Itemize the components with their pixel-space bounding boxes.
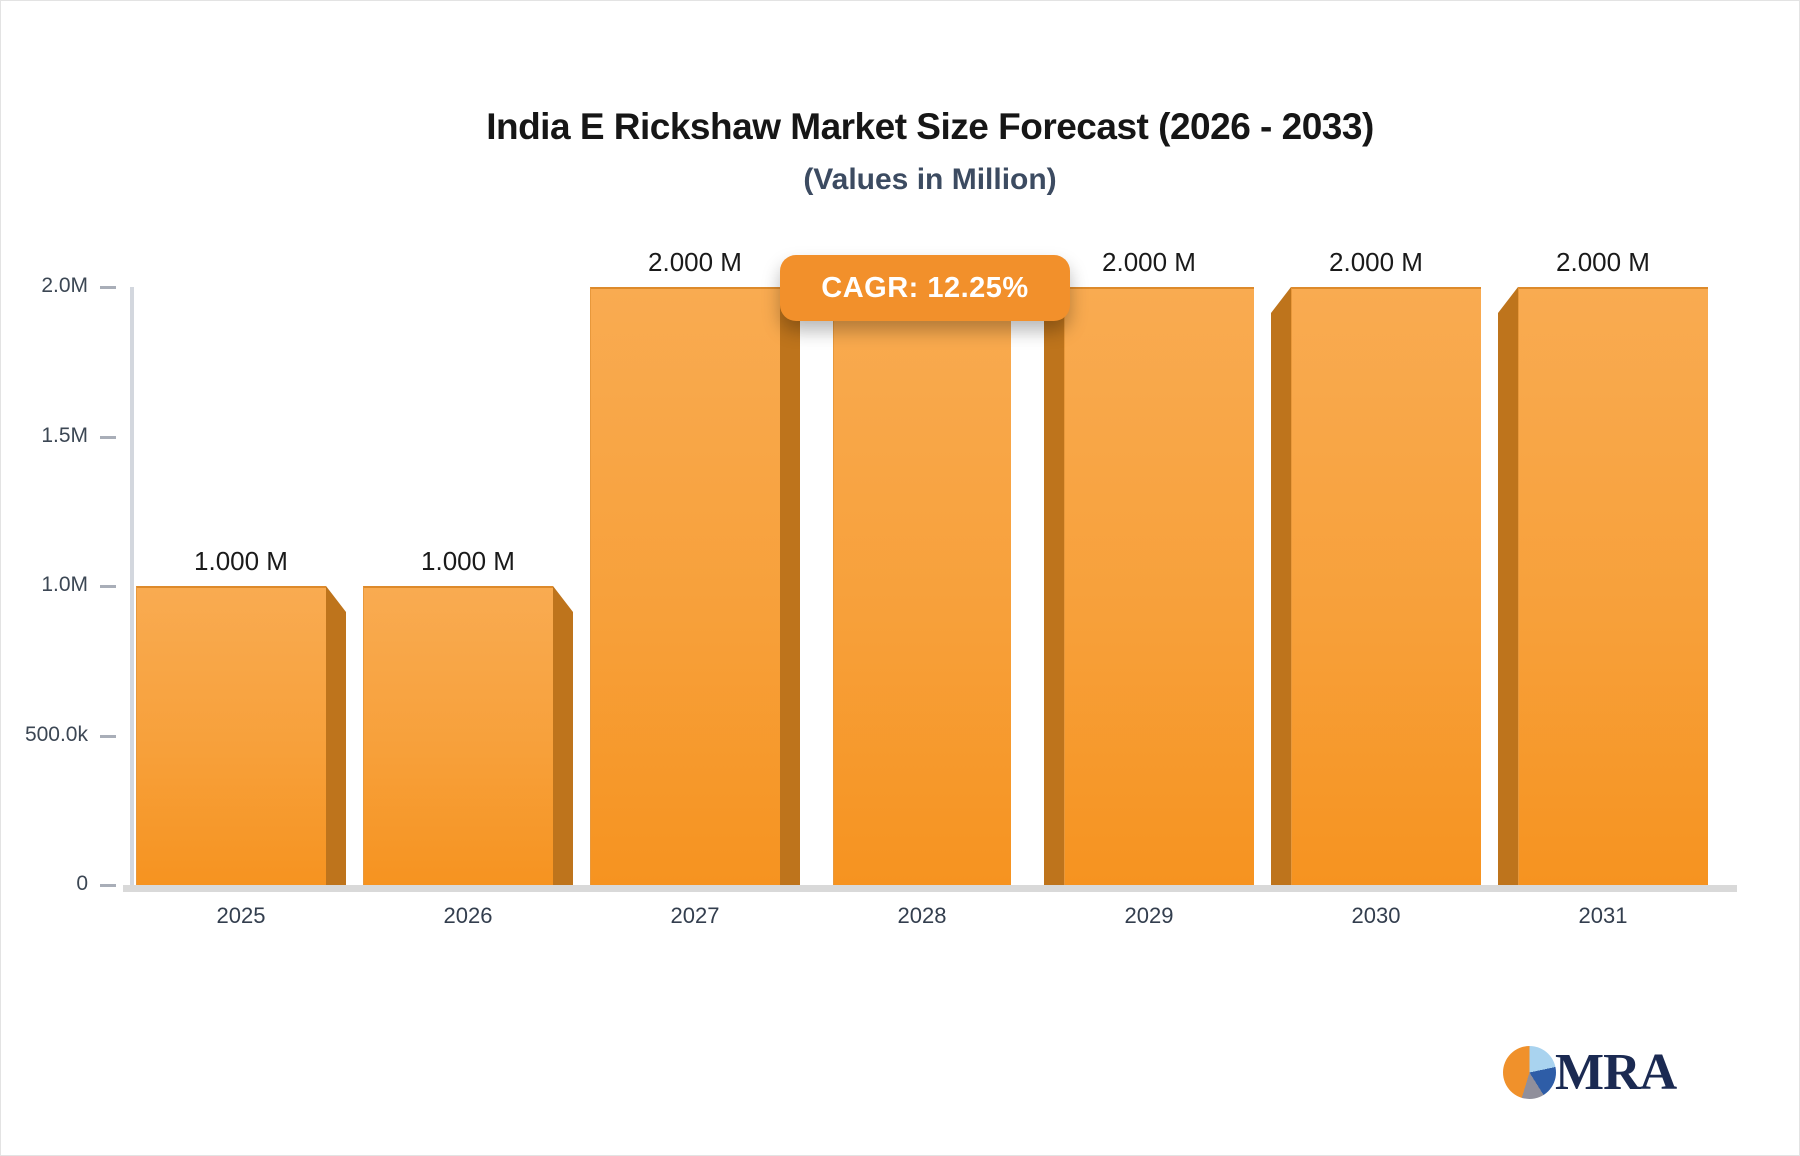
y-axis <box>130 287 134 885</box>
pie-chart-logo-icon <box>1503 1045 1556 1099</box>
y-tick <box>100 884 116 887</box>
bar-3d-side <box>780 287 800 885</box>
x-axis-label: 2030 <box>1351 903 1401 928</box>
logo-text: MRA <box>1555 1043 1677 1101</box>
bar-face <box>363 586 553 885</box>
chart-subtitle: (Values in Million) <box>803 163 1057 196</box>
y-tick-label: 1.5M <box>41 423 88 447</box>
y-tick-label: 0 <box>76 872 88 895</box>
bar-3d-side <box>553 586 573 885</box>
x-axis-label: 2027 <box>670 903 720 928</box>
bar-3d-side <box>1498 287 1518 885</box>
bar-2031: 2.000 M <box>1498 247 1708 885</box>
bar-2027: 2.000 M <box>590 247 800 885</box>
bar-3d-side <box>326 586 346 885</box>
bar-3d-side <box>1271 287 1291 885</box>
bar-value-label: 1.000 M <box>421 546 515 576</box>
bar-value-label: 2.000 M <box>1329 247 1423 277</box>
bar-face <box>590 287 780 885</box>
bar-2025: 1.000 M <box>136 546 346 885</box>
y-tick <box>100 585 116 588</box>
bar-2028 <box>817 287 1027 885</box>
bar-3d-side <box>1044 287 1064 885</box>
bar-value-label: 2.000 M <box>1102 247 1196 277</box>
cagr-badge: CAGR: 12.25% <box>780 255 1070 321</box>
bar-face <box>833 287 1011 885</box>
bar-value-label: 1.000 M <box>194 546 288 576</box>
bar-face <box>1064 287 1254 885</box>
chart-title: India E Rickshaw Market Size Forecast (2… <box>486 106 1374 147</box>
x-axis-label: 2028 <box>897 903 947 928</box>
y-tick-label: 2.0M <box>41 274 88 297</box>
x-axis-baseline <box>123 885 1737 892</box>
x-axis-label: 2025 <box>216 903 266 928</box>
mra-logo: MRA <box>1503 1043 1677 1101</box>
y-tick <box>100 286 116 289</box>
y-tick <box>100 734 116 738</box>
bar-2026: 1.000 M <box>363 546 573 885</box>
bar-face <box>1518 287 1708 885</box>
bar-2029: 2.000 M <box>1044 247 1254 885</box>
y-tick-label: 500.0k <box>24 722 88 746</box>
y-tick-label: 1.0M <box>41 573 88 596</box>
x-axis-label: 2031 <box>1578 903 1628 928</box>
bar-2030: 2.000 M <box>1271 247 1481 885</box>
bar-value-label: 2.000 M <box>1556 247 1650 277</box>
bar-face <box>1291 287 1481 885</box>
bar-face <box>136 586 326 885</box>
y-tick <box>100 435 116 439</box>
bar-value-label: 2.000 M <box>648 247 742 277</box>
x-axis-label: 2026 <box>443 903 493 928</box>
x-axis-label: 2029 <box>1124 903 1174 928</box>
